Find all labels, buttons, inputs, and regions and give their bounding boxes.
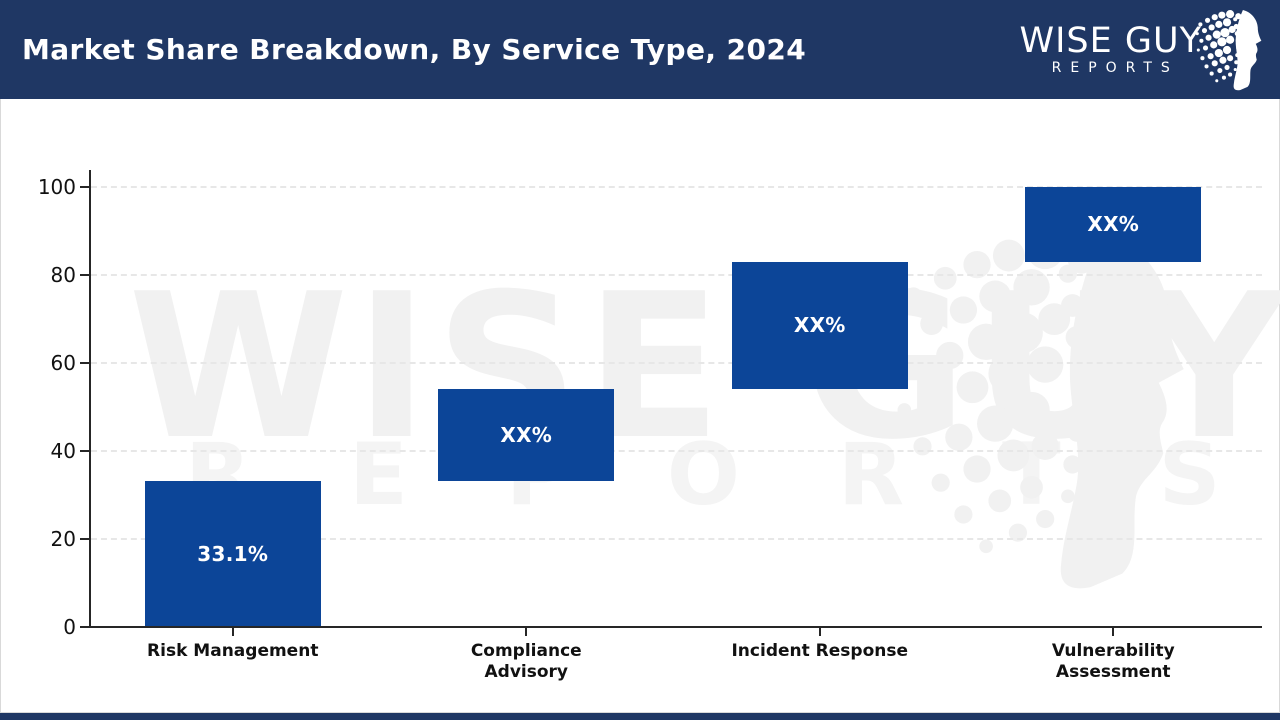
logo-brand-text: WISE GUY (1019, 21, 1202, 61)
logo-wordmark: WISE GUY REPORTS (1019, 23, 1202, 76)
logo-face-icon (1195, 9, 1262, 90)
logo-reports-text: REPORTS (1051, 60, 1179, 76)
watermark-face-icon (892, 232, 1184, 589)
header-bar: Market Share Breakdown, By Service Type,… (0, 0, 1280, 99)
wise-guy-logo: WISE GUY REPORTS (1019, 9, 1262, 91)
footer-bar (0, 713, 1280, 720)
chart-title: Market Share Breakdown, By Service Type,… (22, 33, 807, 66)
